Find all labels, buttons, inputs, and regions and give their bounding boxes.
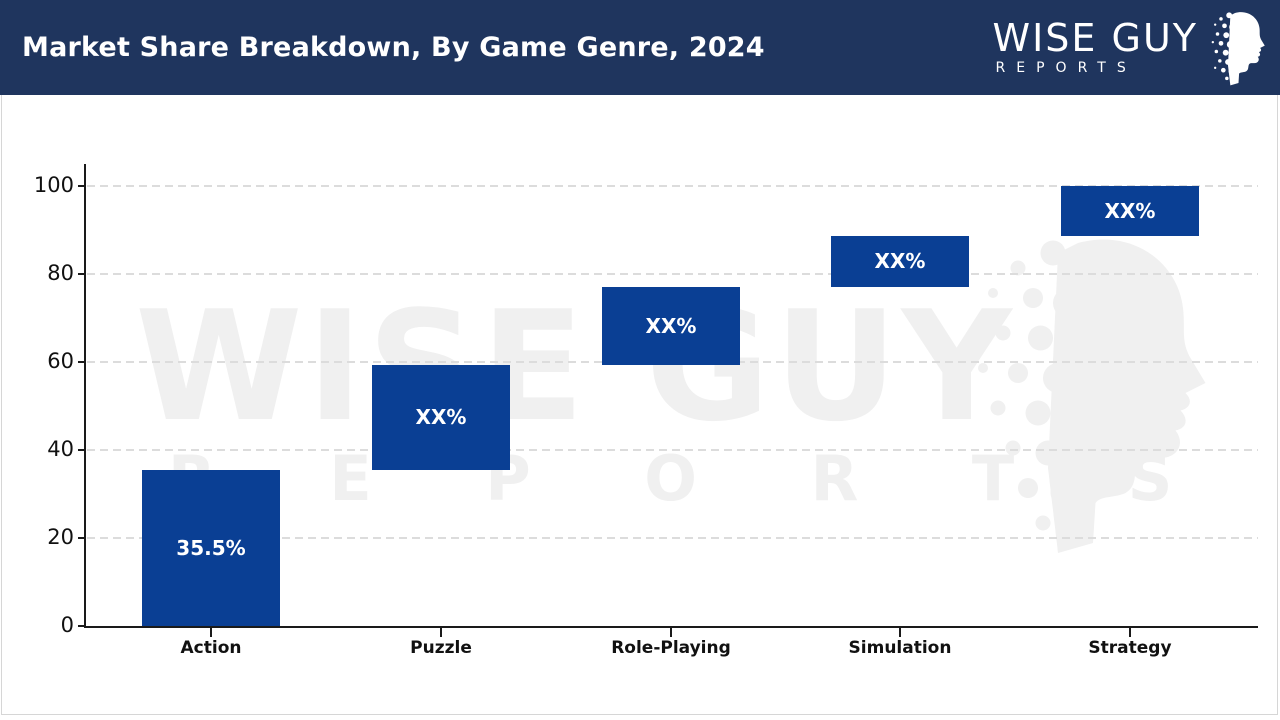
page-title: Market Share Breakdown, By Game Genre, 2…: [22, 32, 765, 63]
x-tick-mark-simulation: [899, 628, 901, 637]
brand-logo: WISE GUY REPORTS: [993, 9, 1270, 87]
y-tick-mark-80: [78, 273, 85, 275]
bar-value-label-strategy: XX%: [1104, 198, 1156, 223]
bar-action: 35.5%: [142, 469, 280, 626]
y-tick-mark-20: [78, 537, 85, 539]
bar-value-label-puzzle: XX%: [415, 405, 467, 430]
y-tick-mark-100: [78, 185, 85, 187]
bar-role-playing: XX%: [602, 287, 740, 366]
bar-value-label-role-playing: XX%: [645, 314, 697, 339]
x-tick-mark-action: [210, 628, 212, 637]
bar-value-label-action: 35.5%: [176, 535, 246, 560]
y-tick-mark-60: [78, 361, 85, 363]
y-tick-label-40: 40: [47, 437, 74, 461]
x-category-label-strategy: Strategy: [1088, 638, 1172, 658]
x-category-label-action: Action: [180, 638, 242, 658]
watermark-subtitle-text: R E P O R T S: [168, 442, 1219, 515]
brand-name: WISE GUY: [992, 16, 1198, 60]
bar-strategy: XX%: [1061, 186, 1199, 236]
y-tick-label-80: 80: [47, 261, 74, 285]
gridline-40: [87, 449, 1258, 451]
header-bar: Market Share Breakdown, By Game Genre, 2…: [0, 0, 1280, 95]
gridline-20: [87, 537, 1258, 539]
brand-wordmark: WISE GUY REPORTS: [993, 19, 1198, 76]
y-tick-mark-40: [78, 449, 85, 451]
x-tick-mark-role-playing: [670, 628, 672, 637]
bar-puzzle: XX%: [372, 365, 510, 470]
gridline-100: [87, 185, 1258, 187]
y-tick-label-0: 0: [60, 613, 74, 637]
brand-subtitle: REPORTS: [995, 60, 1137, 76]
watermark-brand-text: WISE GUY: [135, 278, 1016, 455]
x-tick-mark-puzzle: [440, 628, 442, 637]
wise-guy-face-logo-icon: [1211, 11, 1265, 85]
gridline-80: [87, 273, 1258, 275]
watermark-face-icon: [978, 239, 1206, 554]
x-category-label-puzzle: Puzzle: [410, 638, 472, 658]
bar-simulation: XX%: [831, 235, 969, 288]
y-tick-label-100: 100: [33, 173, 74, 197]
x-category-label-simulation: Simulation: [848, 638, 952, 658]
y-axis-line: [84, 164, 86, 628]
x-category-label-role-playing: Role-Playing: [611, 638, 731, 658]
y-tick-mark-0: [78, 625, 85, 627]
y-tick-label-60: 60: [47, 349, 74, 373]
x-axis-line: [84, 626, 1258, 628]
bar-value-label-simulation: XX%: [874, 249, 926, 274]
x-tick-mark-strategy: [1129, 628, 1131, 637]
y-tick-label-20: 20: [47, 525, 74, 549]
